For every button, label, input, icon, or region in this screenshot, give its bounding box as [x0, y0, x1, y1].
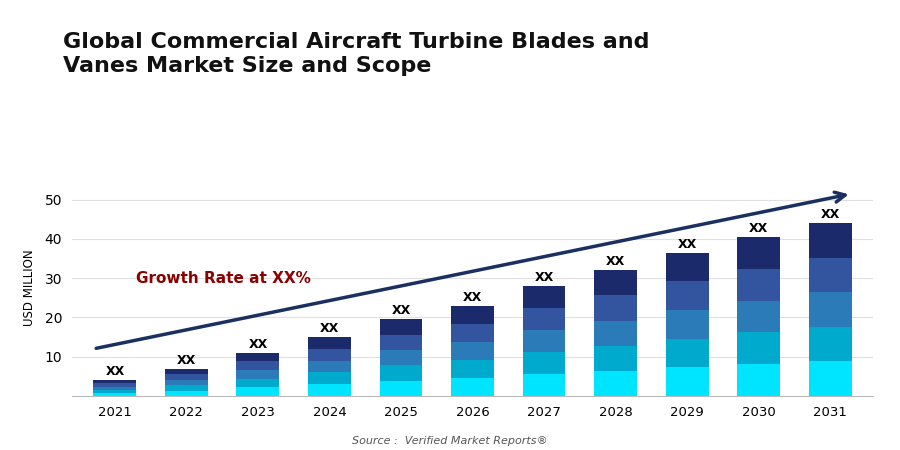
- Text: XX: XX: [463, 291, 482, 304]
- Bar: [737, 301, 780, 333]
- Bar: [594, 270, 637, 296]
- Bar: [380, 335, 422, 350]
- Bar: [523, 286, 565, 308]
- Bar: [737, 333, 780, 364]
- Bar: [451, 378, 494, 396]
- Bar: [237, 387, 279, 396]
- Bar: [308, 373, 351, 384]
- Bar: [523, 330, 565, 352]
- Bar: [94, 383, 137, 387]
- Bar: [165, 379, 208, 385]
- Text: XX: XX: [821, 208, 840, 221]
- Text: Source :  Verified Market Reports®: Source : Verified Market Reports®: [352, 436, 548, 446]
- Bar: [594, 296, 637, 320]
- Bar: [308, 384, 351, 396]
- Bar: [666, 310, 708, 339]
- Text: XX: XX: [535, 271, 554, 284]
- Bar: [523, 308, 565, 330]
- Bar: [165, 391, 208, 396]
- Text: XX: XX: [678, 238, 697, 251]
- Bar: [808, 361, 851, 396]
- Text: XX: XX: [392, 305, 410, 317]
- Bar: [594, 346, 637, 371]
- Bar: [308, 349, 351, 360]
- Bar: [451, 360, 494, 378]
- Text: XX: XX: [248, 338, 267, 351]
- Bar: [451, 324, 494, 342]
- Bar: [666, 281, 708, 310]
- Text: XX: XX: [606, 255, 626, 268]
- Text: XX: XX: [749, 222, 769, 235]
- Bar: [380, 381, 422, 396]
- Bar: [594, 371, 637, 396]
- Bar: [666, 367, 708, 396]
- Bar: [380, 365, 422, 381]
- Bar: [165, 374, 208, 379]
- Bar: [94, 380, 137, 383]
- Bar: [451, 306, 494, 324]
- Bar: [94, 393, 137, 396]
- Bar: [165, 369, 208, 374]
- Bar: [237, 379, 279, 387]
- Bar: [594, 320, 637, 346]
- Text: Global Commercial Aircraft Turbine Blades and
Vanes Market Size and Scope: Global Commercial Aircraft Turbine Blade…: [63, 32, 650, 76]
- Bar: [380, 350, 422, 365]
- Bar: [237, 353, 279, 361]
- Y-axis label: USD MILLION: USD MILLION: [23, 250, 36, 326]
- Bar: [308, 360, 351, 373]
- Bar: [808, 223, 851, 258]
- Text: Growth Rate at XX%: Growth Rate at XX%: [137, 271, 311, 286]
- Bar: [237, 361, 279, 370]
- Bar: [94, 390, 137, 393]
- Bar: [308, 337, 351, 349]
- Text: XX: XX: [105, 365, 124, 378]
- Bar: [737, 364, 780, 396]
- Bar: [737, 269, 780, 301]
- Bar: [523, 374, 565, 396]
- Bar: [737, 237, 780, 269]
- Bar: [666, 252, 708, 281]
- Bar: [523, 352, 565, 374]
- Bar: [237, 370, 279, 379]
- Bar: [451, 342, 494, 360]
- Text: XX: XX: [176, 354, 196, 367]
- Bar: [808, 292, 851, 327]
- Bar: [165, 385, 208, 391]
- Bar: [808, 258, 851, 292]
- Bar: [380, 320, 422, 335]
- Bar: [808, 327, 851, 361]
- Bar: [666, 339, 708, 367]
- Bar: [94, 387, 137, 390]
- Text: XX: XX: [320, 322, 339, 335]
